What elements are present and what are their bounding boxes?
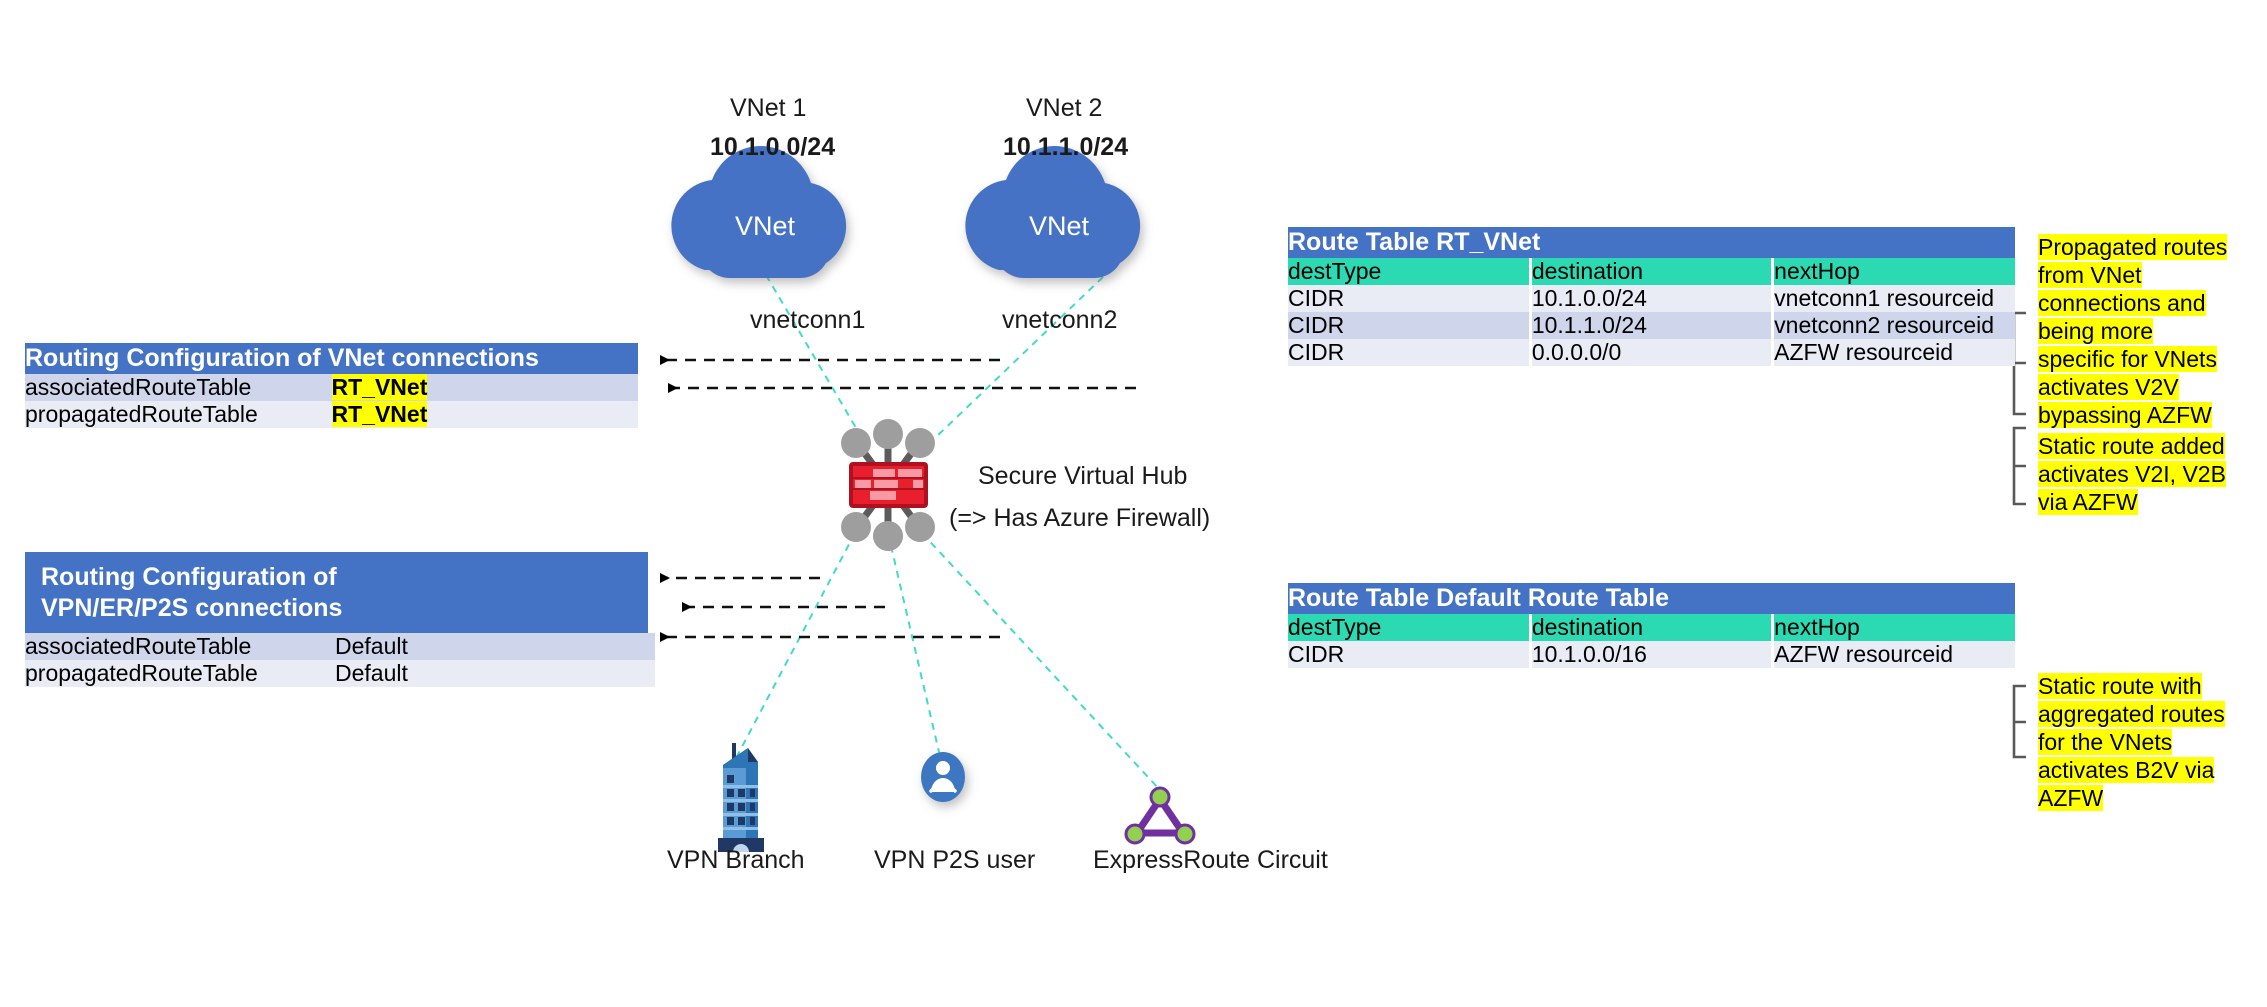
vnet2-cidr: 10.1.1.0/24: [1003, 133, 1129, 161]
expressroute-circuit-icon: [1124, 786, 1196, 845]
brace-3: [2012, 684, 2026, 759]
table-header-row: destType destination nextHop: [1288, 257, 2015, 285]
column-header-desttype-2: destType: [1288, 613, 1532, 641]
vnet-config-title: Routing Configuration of VNet connection…: [25, 343, 638, 374]
rtvnet-r0-destination: 10.1.0.0/24: [1530, 284, 1775, 312]
vpn-p2s-user-icon: [921, 752, 965, 802]
brace-2: [2012, 426, 2026, 506]
connector-vnetconn1: [765, 274, 863, 439]
table-row: CIDR 10.1.1.0/24 vnetconn2 resourceid: [1288, 311, 2015, 339]
vnet-config-row-1-label: propagatedRouteTable: [25, 400, 258, 427]
hub-node-s: [873, 521, 903, 551]
annotation-static-route-v2i: Static route added activates V2I, V2B vi…: [2038, 432, 2228, 516]
vnet-config-row-0-value: RT_VNet: [331, 373, 639, 401]
vnet-connections-config-table: Routing Configuration of VNet connection…: [25, 343, 638, 428]
rtvnet-r1-desttype: CIDR: [1288, 311, 1532, 339]
table-header-row: destType destination nextHop: [1288, 613, 2015, 641]
vpn-config-row-0-label: associatedRouteTable: [25, 633, 252, 659]
vpn-config-title-line1: Routing Configuration of: [41, 563, 337, 591]
vpn-branch-icon: [718, 743, 764, 852]
hub-node-se: [905, 512, 935, 542]
vnet-config-row-1-value: RT_VNet: [331, 400, 639, 428]
table-row: propagatedRouteTable RT_VNet: [25, 400, 639, 428]
vpn-p2s-user-label: VPN P2S user: [874, 846, 1036, 874]
table-row: CIDR 10.1.0.0/24 vnetconn1 resourceid: [1288, 284, 2015, 312]
rtvnet-r2-nexthop: AZFW resourceid: [1774, 338, 1954, 365]
vpn-config-title-line2: VPN/ER/P2S connections: [41, 593, 343, 622]
brace-1: [2012, 311, 2026, 416]
hub-node-nw: [841, 428, 871, 458]
table-row: associatedRouteTable RT_VNet: [25, 373, 639, 401]
vpn-config-row-1-value: Default: [335, 660, 408, 686]
annotation-static-route-v2i-text: Static route added activates V2I, V2B vi…: [2038, 433, 2226, 516]
vnet1-title: VNet 1: [730, 94, 807, 122]
column-header-desttype: destType: [1288, 257, 1532, 285]
table-row: propagatedRouteTable Default: [25, 660, 655, 687]
connector-vnetconn2: [934, 276, 1104, 439]
vnet1-icon-label: VNet: [735, 211, 796, 241]
vnetconn2-label: vnetconn2: [1002, 306, 1118, 334]
route-table-rt-vnet: Route Table RT_VNet destType destination…: [1288, 227, 2015, 366]
connector-p2s-user: [887, 532, 943, 766]
vpn-config-title: Routing Configuration of VPN/ER/P2S conn…: [25, 552, 648, 633]
column-header-destination-2: destination: [1530, 613, 1775, 641]
vnet1-cidr: 10.1.0.0/24: [710, 133, 836, 161]
column-header-nexthop: nextHop: [1772, 257, 2015, 285]
rtdef-r0-nexthop: AZFW resourceid: [1774, 640, 1954, 667]
vnetconn1-label: vnetconn1: [750, 306, 866, 334]
hub-node-n: [873, 419, 903, 449]
hub-label-line1: Secure Virtual Hub: [978, 462, 1188, 490]
secure-virtual-hub-icon: [841, 419, 935, 551]
annotation-static-route-b2v: Static route with aggregated routes for …: [2038, 672, 2228, 812]
route-table-default: Route Table Default Route Table destType…: [1288, 583, 2015, 668]
vnet2-title: VNet 2: [1026, 94, 1103, 122]
table-row: CIDR 0.0.0.0/0 AZFW resourceid: [1288, 338, 2015, 366]
rtvnet-r1-destination: 10.1.1.0/24: [1530, 311, 1775, 339]
vpn-config-body: associatedRouteTable Default propagatedR…: [25, 633, 655, 687]
rtvnet-r2-desttype: CIDR: [1288, 338, 1532, 366]
rtvnet-r0-desttype: CIDR: [1288, 284, 1532, 312]
vpn-config-row-0-value: Default: [335, 633, 408, 659]
annotation-braces: [2012, 311, 2026, 759]
hub-node-ne: [905, 428, 935, 458]
associated-route-table-value: RT_VNet: [331, 373, 428, 400]
callout-arrows: [660, 355, 1136, 642]
vpn-config-row-1-label: propagatedRouteTable: [25, 660, 258, 686]
rtdef-r0-desttype: CIDR: [1288, 640, 1532, 668]
expressroute-circuit-label: ExpressRoute Circuit: [1093, 846, 1328, 874]
rtvnet-r2-destination: 0.0.0.0/0: [1530, 338, 1775, 366]
table-row: CIDR 10.1.0.0/16 AZFW resourceid: [1288, 640, 2015, 668]
route-table-rt-vnet-title: Route Table RT_VNet: [1288, 227, 2015, 258]
column-header-destination: destination: [1530, 257, 1775, 285]
route-table-default-title: Route Table Default Route Table: [1288, 583, 2015, 614]
annotation-propagated-routes-text: Propagated routes from VNet connections …: [2038, 234, 2228, 429]
column-header-nexthop-2: nextHop: [1772, 613, 2015, 641]
hub-node-sw: [841, 512, 871, 542]
firewall-brick-icon: [849, 462, 928, 508]
annotation-static-route-b2v-text: Static route with aggregated routes for …: [2038, 673, 2225, 812]
propagated-route-table-value: RT_VNet: [331, 400, 428, 427]
connector-expressroute: [921, 532, 1161, 791]
rtvnet-r0-nexthop: vnetconn1 resourceid: [1774, 284, 1995, 311]
rtdef-r0-destination: 10.1.0.0/16: [1530, 640, 1775, 668]
hub-label-line2: (=> Has Azure Firewall): [949, 504, 1211, 532]
table-row: associatedRouteTable Default: [25, 633, 655, 660]
vpn-connections-config-table: Routing Configuration of VPN/ER/P2S conn…: [25, 552, 655, 687]
annotation-propagated-routes: Propagated routes from VNet connections …: [2038, 233, 2228, 429]
connector-vpn-branch: [734, 532, 856, 761]
vnet-config-row-0-label: associatedRouteTable: [25, 373, 252, 400]
rtvnet-r1-nexthop: vnetconn2 resourceid: [1774, 311, 1995, 338]
vnet2-icon-label: VNet: [1029, 211, 1090, 241]
vpn-branch-label: VPN Branch: [667, 846, 805, 874]
